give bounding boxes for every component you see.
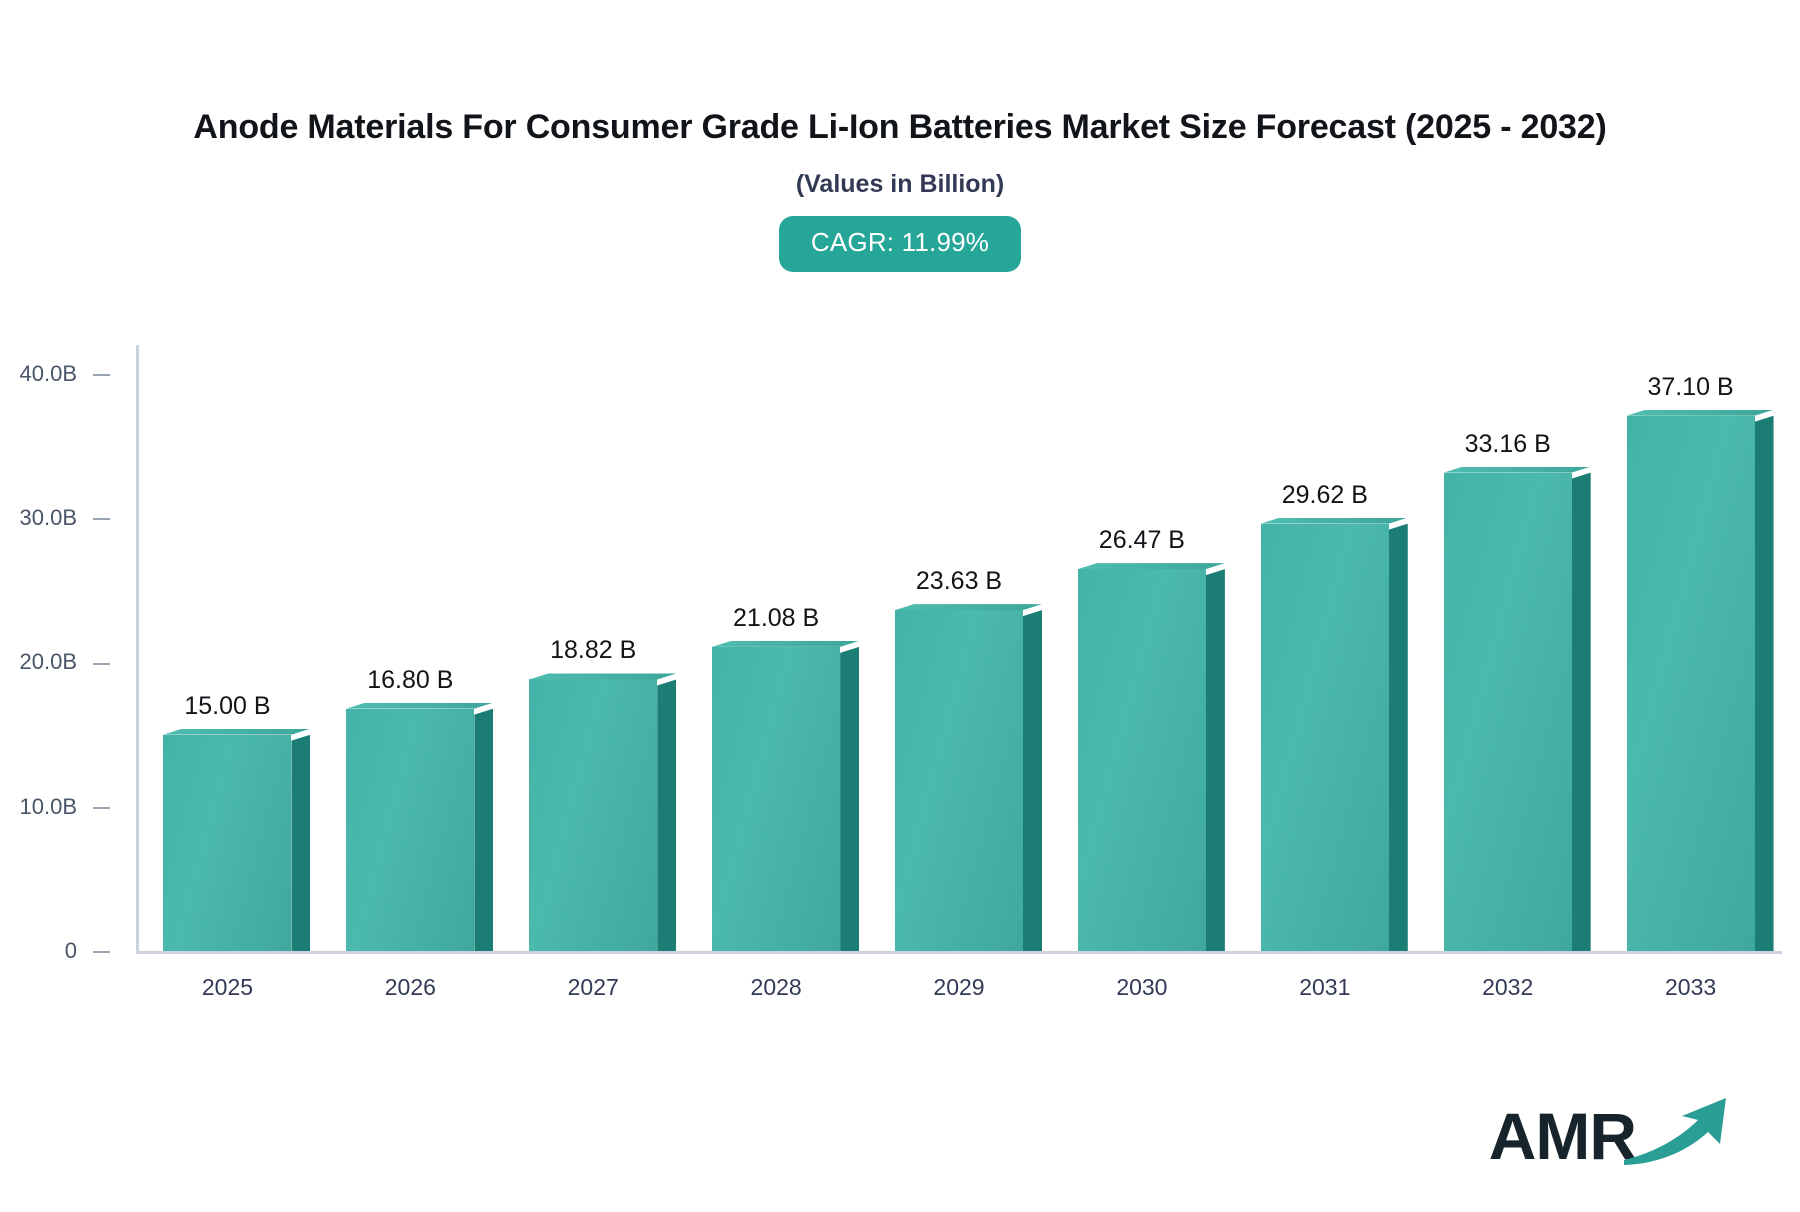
bar[interactable]: 21.08 B [712,604,860,951]
x-axis-label: 2033 [1664,974,1717,1000]
bar-slot: 23.63 B [868,345,1051,951]
bar-front-face [163,734,292,951]
bar-side-face [474,708,494,951]
x-axis-label: 2032 [1482,974,1534,1000]
bar-slot: 18.82 B [502,345,685,951]
cagr-badge: CAGR: 11.99% [778,215,1022,272]
logo-text: AMR [1488,1099,1637,1173]
y-axis-tick: 40.0B [0,361,110,387]
bar-front-face [1077,569,1206,951]
bar-value-label: 26.47 B [1098,526,1185,555]
bar-top-face [529,673,677,680]
x-axis-line [136,951,1782,954]
bar-value-label: 16.80 B [367,665,454,694]
x-axis-label: 2027 [567,974,619,1000]
bar[interactable]: 18.82 B [529,636,677,951]
bar-side-face [1388,523,1408,951]
bar-value-label: 15.00 B [184,691,271,720]
bar-top-face [346,702,494,709]
bar-front-face [1626,415,1755,951]
bar-top-face [1077,563,1225,570]
bar-value-label: 29.62 B [1281,480,1368,509]
bar-value-label: 37.10 B [1647,372,1734,401]
bar-top-face [1260,517,1408,524]
bar-top-face [895,604,1042,611]
bar-slot: 15.00 B [136,345,319,951]
bar-side-face [840,646,860,951]
bar-side-face [1754,415,1774,951]
bar-top-face [1443,466,1591,473]
y-axis-tick: 30.0B [0,505,110,531]
bar-top-face [712,640,860,647]
chart-subtitle: (Values in Billion) [795,169,1005,198]
bar-front-face [895,610,1023,951]
bar[interactable]: 37.10 B [1626,373,1774,951]
bar-slot: 16.80 B [319,345,502,951]
bar[interactable]: 29.62 B [1260,481,1408,951]
x-axis-label: 2026 [384,974,436,1000]
bar-series: 15.00 B 16.80 B 18.82 B 21.08 B 23.63 B 26.47… [136,345,1782,951]
amr-logo: AMR [1489,1090,1738,1182]
y-axis-tick: 20.0B [0,649,110,675]
bar-side-face [1023,610,1042,951]
bar[interactable]: 33.16 B [1443,430,1591,951]
chart-header: Anode Materials For Consumer Grade Li-Io… [0,106,1800,272]
growth-arrow-icon [1620,1092,1738,1171]
page-title: Anode Materials For Consumer Grade Li-Io… [193,108,1607,146]
bar-side-face [291,734,311,951]
bar-top-face [163,728,311,735]
bar[interactable]: 26.47 B [1077,526,1225,951]
bar-slot: 33.16 B [1416,345,1599,951]
bar-side-face [1205,569,1225,951]
bar-side-face [1571,472,1591,951]
bar-front-face [1260,523,1389,951]
y-axis-tick: 0 [0,938,110,964]
bar-front-face [1443,472,1572,951]
x-axis-label: 2025 [201,974,254,1000]
bar-value-label: 18.82 B [550,636,637,665]
bar[interactable]: 15.00 B [163,692,311,951]
bar-front-face [529,679,658,951]
x-axis-label: 2029 [933,974,985,1000]
bar-slot: 37.10 B [1599,345,1782,951]
bar-top-face [1626,409,1774,416]
bar-value-label: 23.63 B [915,567,1003,596]
bar-slot: 21.08 B [685,345,868,951]
bar-front-face [346,708,475,951]
bar-front-face [712,646,841,951]
bar-value-label: 33.16 B [1464,429,1551,458]
bar-slot: 29.62 B [1233,345,1416,951]
bar-side-face [657,679,677,951]
x-axis-label: 2028 [750,974,802,1000]
bar[interactable]: 23.63 B [895,567,1042,951]
y-axis-line [136,345,139,953]
bar[interactable]: 16.80 B [346,666,494,951]
y-axis-tick: 10.0B [0,794,110,820]
bar-value-label: 21.08 B [733,603,820,632]
x-axis-labels: 2025 2026 2027 2028 2029 2030 2031 2032 2033 [136,974,1782,1001]
bar-slot: 26.47 B [1050,345,1233,951]
x-axis-label: 2031 [1299,974,1351,1000]
x-axis-label: 2030 [1116,974,1168,1000]
